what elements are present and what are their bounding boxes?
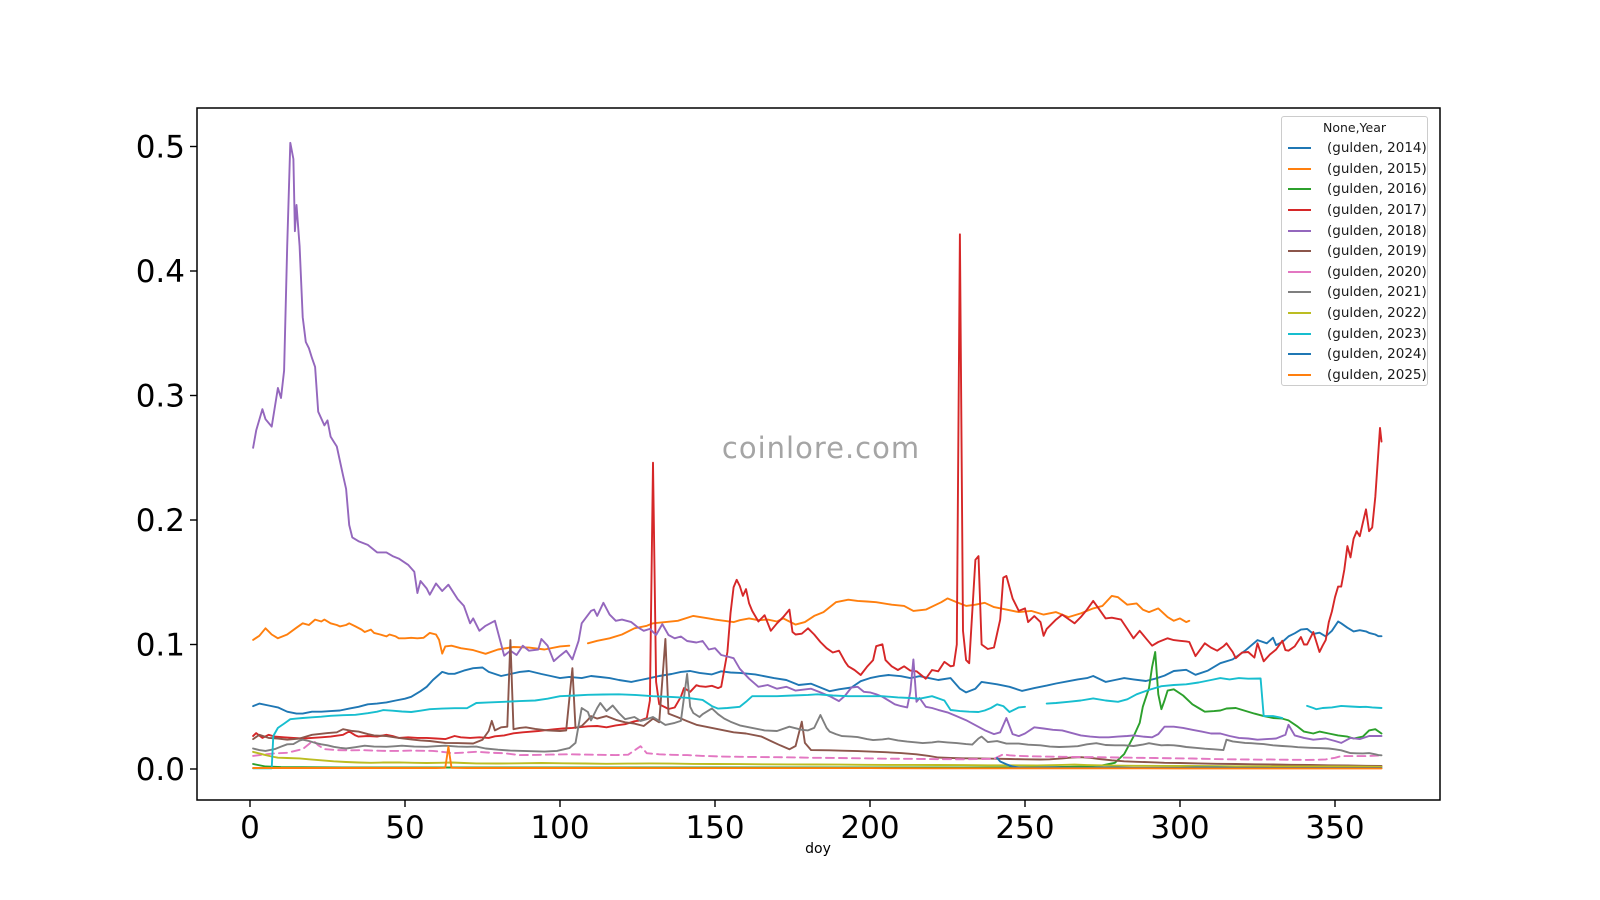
legend-entry: (gulden, 2019) [1282,241,1427,262]
legend-line-sample [1288,291,1311,294]
legend-entry: (gulden, 2025) [1282,365,1427,386]
x-axis-label: doy [805,841,831,857]
x-tick-label: 250 [995,810,1054,846]
y-tick-label: 0.4 [136,254,185,290]
series-gulden-2019 [252,637,1383,767]
legend: None,Year (gulden, 2014) (gulden, 2015) (g… [1281,116,1428,386]
legend-entry: (gulden, 2022) [1282,303,1427,324]
legend-entry-label: (gulden, 2021) [1327,284,1427,301]
x-tick-label: 50 [385,810,424,846]
series-gulden-2020 [252,740,1383,761]
legend-line-sample [1288,270,1311,273]
legend-line-sample [1288,147,1311,150]
legend-line-sample [1288,229,1311,232]
legend-line-sample [1288,209,1311,212]
y-tick-label: 0.2 [136,503,185,539]
series-gulden-2023 [252,677,1383,770]
plot-frame [196,107,1441,801]
legend-entry: (gulden, 2020) [1282,262,1427,283]
legend-entries: (gulden, 2014) (gulden, 2015) (gulden, 201… [1282,138,1427,385]
legend-line-sample [1288,188,1311,191]
legend-entry-label: (gulden, 2022) [1327,305,1427,322]
legend-entry-label: (gulden, 2016) [1327,181,1427,198]
legend-entry: (gulden, 2023) [1282,323,1427,344]
series-gulden-2022 [252,750,1383,768]
legend-entry: (gulden, 2016) [1282,179,1427,200]
series-gulden-2017 [252,233,1383,741]
legend-entry-label: (gulden, 2015) [1327,160,1427,177]
x-tick-label: 300 [1150,810,1209,846]
legend-entry: (gulden, 2024) [1282,344,1427,365]
x-tick-label: 200 [840,810,899,846]
legend-entry-label: (gulden, 2023) [1327,325,1427,342]
x-tick-label: 0 [240,810,260,846]
legend-entry-label: (gulden, 2025) [1327,366,1427,383]
legend-entry-label: (gulden, 2020) [1327,263,1427,280]
x-tick-label: 150 [685,810,744,846]
y-tick-label: 0.5 [136,130,185,166]
legend-line-sample [1288,373,1311,376]
legend-entry-label: (gulden, 2014) [1327,140,1427,157]
legend-line-sample [1288,167,1311,170]
series-gulden-2021 [252,673,1383,757]
legend-line-sample [1288,250,1311,253]
legend-entry: (gulden, 2021) [1282,282,1427,303]
y-tick-label: 0.3 [136,379,185,415]
legend-entry: (gulden, 2015) [1282,159,1427,180]
series-gulden-2014 [252,620,1383,715]
legend-line-sample [1288,332,1311,335]
series-gulden-2015 [252,594,1191,655]
legend-entry-label: (gulden, 2019) [1327,243,1427,260]
series-gulden-2018 [252,141,1383,744]
y-tick-label: 0.0 [136,752,185,788]
watermark: coinlore.com [721,431,921,465]
legend-entry-label: (gulden, 2017) [1327,202,1427,219]
legend-entry-label: (gulden, 2018) [1327,222,1427,239]
legend-line-sample [1288,312,1311,315]
legend-entry: (gulden, 2014) [1282,138,1427,159]
legend-line-sample [1288,353,1311,356]
x-tick-label: 100 [530,810,589,846]
legend-entry-label: (gulden, 2024) [1327,346,1427,363]
legend-title: None,Year [1322,120,1387,135]
legend-entry: (gulden, 2018) [1282,220,1427,241]
legend-entry: (gulden, 2017) [1282,200,1427,221]
series-gulden-2025 [252,745,1383,770]
y-tick-label: 0.1 [136,628,185,664]
x-tick-label: 350 [1305,810,1364,846]
